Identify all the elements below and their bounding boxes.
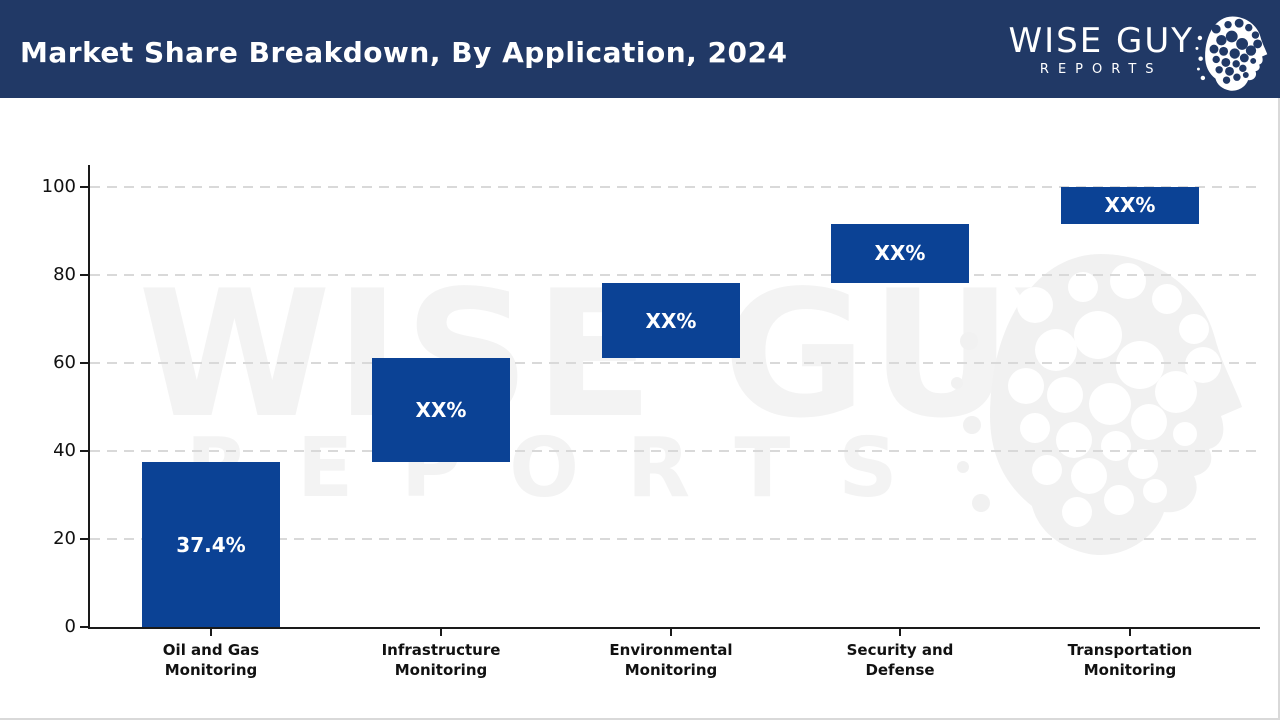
page-border-right xyxy=(1278,98,1280,720)
page-title: Market Share Breakdown, By Application, … xyxy=(20,36,788,69)
bar-segment: XX% xyxy=(831,223,969,284)
bar-value-label: XX% xyxy=(415,398,467,423)
y-tick-mark xyxy=(80,450,88,452)
brand-subtitle: REPORTS xyxy=(1039,62,1163,77)
brand-logo: WISE GUY REPORTS xyxy=(1008,6,1272,94)
brand-logo-text: WISE GUY REPORTS xyxy=(1008,24,1194,77)
y-tick-mark xyxy=(80,362,88,364)
bar-segment: XX% xyxy=(1061,187,1199,224)
y-tick-label: 0 xyxy=(64,616,76,637)
category-label: Security and Defense xyxy=(846,641,954,679)
category-label: Infrastructure Monitoring xyxy=(381,641,501,679)
bar-value-label: 37.4% xyxy=(176,532,246,557)
grid-line xyxy=(90,186,1260,188)
bar-segment: 37.4% xyxy=(142,462,280,627)
grid-line xyxy=(90,274,1260,276)
y-tick-mark xyxy=(80,538,88,540)
grid-line xyxy=(90,450,1260,452)
x-tick-mark xyxy=(670,629,672,636)
watermark-head-icon xyxy=(951,254,1242,556)
category-label: Oil and Gas Monitoring xyxy=(162,641,260,679)
y-tick-mark xyxy=(80,626,88,628)
y-axis-line xyxy=(88,165,90,629)
category-label: Transportation Monitoring xyxy=(1067,641,1193,679)
bar-value-label: XX% xyxy=(1104,193,1156,218)
y-tick-label: 20 xyxy=(53,528,76,549)
bar-segment: XX% xyxy=(372,357,510,463)
y-tick-label: 100 xyxy=(41,176,76,197)
x-tick-mark xyxy=(440,629,442,636)
brand-wordmark: WISE GUY xyxy=(1008,21,1194,61)
grid-line xyxy=(90,538,1260,540)
bar-value-label: XX% xyxy=(645,308,697,333)
x-tick-mark xyxy=(899,629,901,636)
grid-line xyxy=(90,362,1260,364)
brand-head-icon xyxy=(1195,16,1268,91)
watermark-sub: REPORTS xyxy=(186,421,946,516)
category-label: Environmental Monitoring xyxy=(609,641,733,679)
y-tick-label: 40 xyxy=(53,440,76,461)
header-bar: Market Share Breakdown, By Application, … xyxy=(0,0,1280,98)
y-tick-label: 80 xyxy=(53,264,76,285)
y-tick-mark xyxy=(80,186,88,188)
bar-value-label: XX% xyxy=(874,241,926,266)
y-tick-label: 60 xyxy=(53,352,76,373)
x-tick-mark xyxy=(1129,629,1131,636)
x-axis-line xyxy=(88,627,1260,629)
y-tick-mark xyxy=(80,274,88,276)
page-border-bottom xyxy=(0,718,1280,720)
bar-segment: XX% xyxy=(602,283,740,358)
x-tick-mark xyxy=(210,629,212,636)
